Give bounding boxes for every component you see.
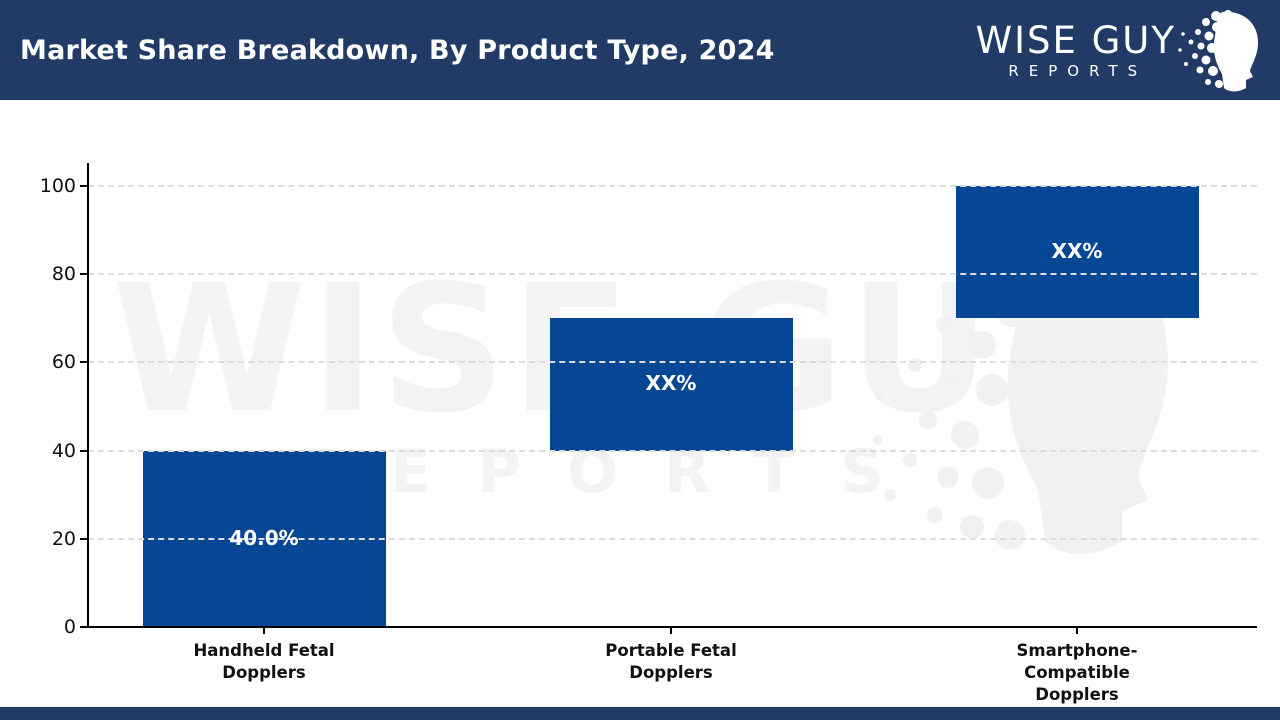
y-tick-mark-80 — [80, 273, 88, 276]
logo-wordmark: WISE GUY — [975, 18, 1176, 62]
y-tick-label-100: 100 — [39, 175, 76, 197]
y-tick-mark-0 — [80, 626, 88, 628]
header-bar: Market Share Breakdown, By Product Type,… — [0, 0, 1280, 100]
bar-value-label-portable-fetal-dopplers: XX% — [645, 371, 697, 396]
chart-title: Market Share Breakdown, By Product Type,… — [20, 34, 775, 66]
x-category-label-smartphone-compatible-dopplers: Smartphone-Compatible Dopplers — [1016, 641, 1138, 704]
gridline-80 — [88, 273, 1257, 276]
bar-value-label-smartphone-compatible-dopplers: XX% — [1051, 239, 1103, 264]
y-tick-label-40: 40 — [51, 439, 76, 462]
x-tick-mark-portable-fetal-dopplers — [670, 627, 672, 634]
y-axis-line — [87, 163, 89, 628]
gridline-40 — [88, 449, 1257, 452]
y-tick-mark-60 — [80, 361, 88, 364]
y-tick-label-60: 60 — [51, 351, 76, 374]
gridline-20 — [88, 537, 1257, 540]
wiseguy-face-icon — [1178, 10, 1258, 92]
bar-value-label-handheld-fetal-dopplers: 40.0% — [229, 525, 299, 550]
logo-subtitle: REPORTS — [1008, 61, 1148, 80]
bar-portable-fetal-dopplers — [549, 318, 793, 451]
y-tick-mark-40 — [80, 449, 88, 452]
x-axis-line — [87, 626, 1257, 628]
footer-bar — [0, 707, 1280, 720]
x-category-label-handheld-fetal-dopplers: Handheld Fetal Dopplers — [193, 641, 335, 682]
x-category-label-portable-fetal-dopplers: Portable Fetal Dopplers — [605, 641, 737, 682]
wiseguy-logo: WISE GUY REPORTS — [976, 8, 1262, 92]
x-tick-mark-smartphone-compatible-dopplers — [1076, 627, 1078, 634]
gridline-100 — [88, 185, 1257, 187]
y-tick-label-20: 20 — [51, 527, 76, 550]
gridline-60 — [88, 361, 1257, 364]
bar-smartphone-compatible-dopplers — [955, 186, 1199, 319]
watermark-subtitle: REPORTS — [298, 437, 930, 507]
y-tick-label-80: 80 — [51, 263, 76, 286]
y-tick-label-0: 0 — [63, 616, 76, 638]
wiseguy-logo-text: WISE GUY REPORTS — [976, 22, 1176, 79]
y-tick-mark-100 — [80, 185, 88, 187]
y-tick-mark-20 — [80, 537, 88, 540]
x-tick-mark-handheld-fetal-dopplers — [263, 627, 265, 634]
